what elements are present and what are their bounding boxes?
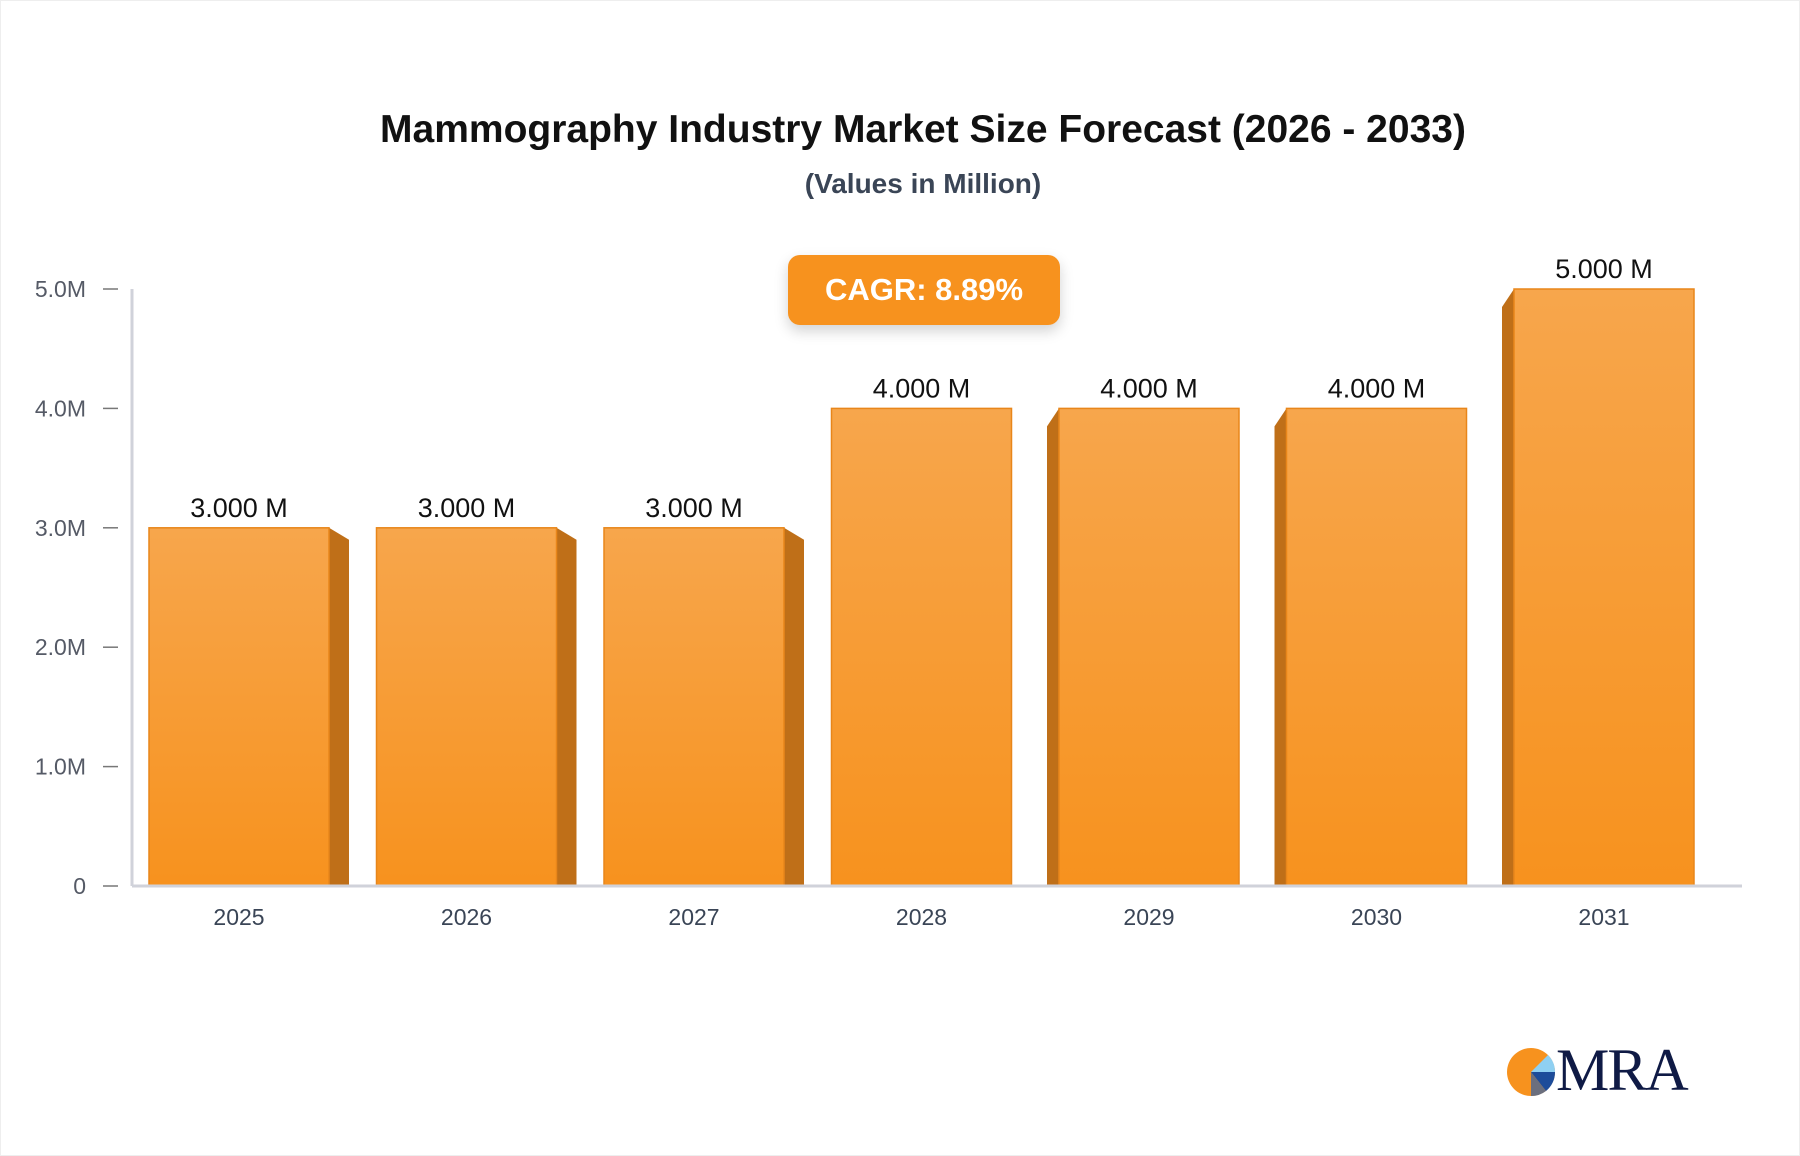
logo-text: MRA — [1556, 1037, 1689, 1103]
chart-title: Mammography Industry Market Size Forecas… — [380, 108, 1466, 151]
y-tick-label: 2.0M — [35, 634, 86, 660]
bar-value-label: 4.000 M — [873, 373, 971, 403]
bar-side-face — [1502, 289, 1514, 886]
y-tick-label: 4.0M — [35, 395, 86, 421]
bar — [603, 527, 785, 887]
chart-subtitle: (Values in Million) — [804, 168, 1042, 199]
bar — [1058, 407, 1240, 887]
bar-side-face — [784, 527, 804, 886]
bar-side-face — [1047, 408, 1059, 886]
bar-side-face — [1274, 408, 1287, 886]
y-tick-label: 5.0M — [35, 276, 86, 302]
x-tick-label: 2027 — [668, 904, 719, 930]
bar — [830, 407, 1013, 887]
y-tick-label: 3.0M — [35, 515, 86, 541]
bar-value-label: 3.000 M — [418, 493, 516, 523]
bar — [1285, 407, 1468, 887]
x-tick-label: 2031 — [1578, 904, 1629, 930]
y-tick-label: 1.0M — [35, 754, 86, 780]
x-tick-label: 2026 — [441, 904, 492, 930]
x-tick-label: 2025 — [213, 904, 264, 930]
bar — [1513, 288, 1695, 887]
x-tick-label: 2029 — [1123, 904, 1174, 930]
bar-value-label: 4.000 M — [1328, 373, 1426, 403]
pie-logo-icon — [1507, 1048, 1556, 1097]
cagr-badge: CAGR: 8.89% — [788, 255, 1060, 325]
bar — [148, 527, 330, 887]
bar — [375, 527, 558, 887]
bar-side-face — [556, 527, 577, 886]
x-tick-label: 2028 — [896, 904, 947, 930]
bar-side-face — [329, 527, 349, 886]
y-tick-label: 0 — [73, 873, 86, 899]
bar-value-label: 3.000 M — [190, 493, 288, 523]
bar-value-label: 5.000 M — [1555, 254, 1653, 284]
x-tick-label: 2030 — [1351, 904, 1402, 930]
bar-value-label: 4.000 M — [1100, 373, 1198, 403]
bar-value-label: 3.000 M — [645, 493, 743, 523]
mra-logo: MRA — [1506, 1037, 1696, 1103]
